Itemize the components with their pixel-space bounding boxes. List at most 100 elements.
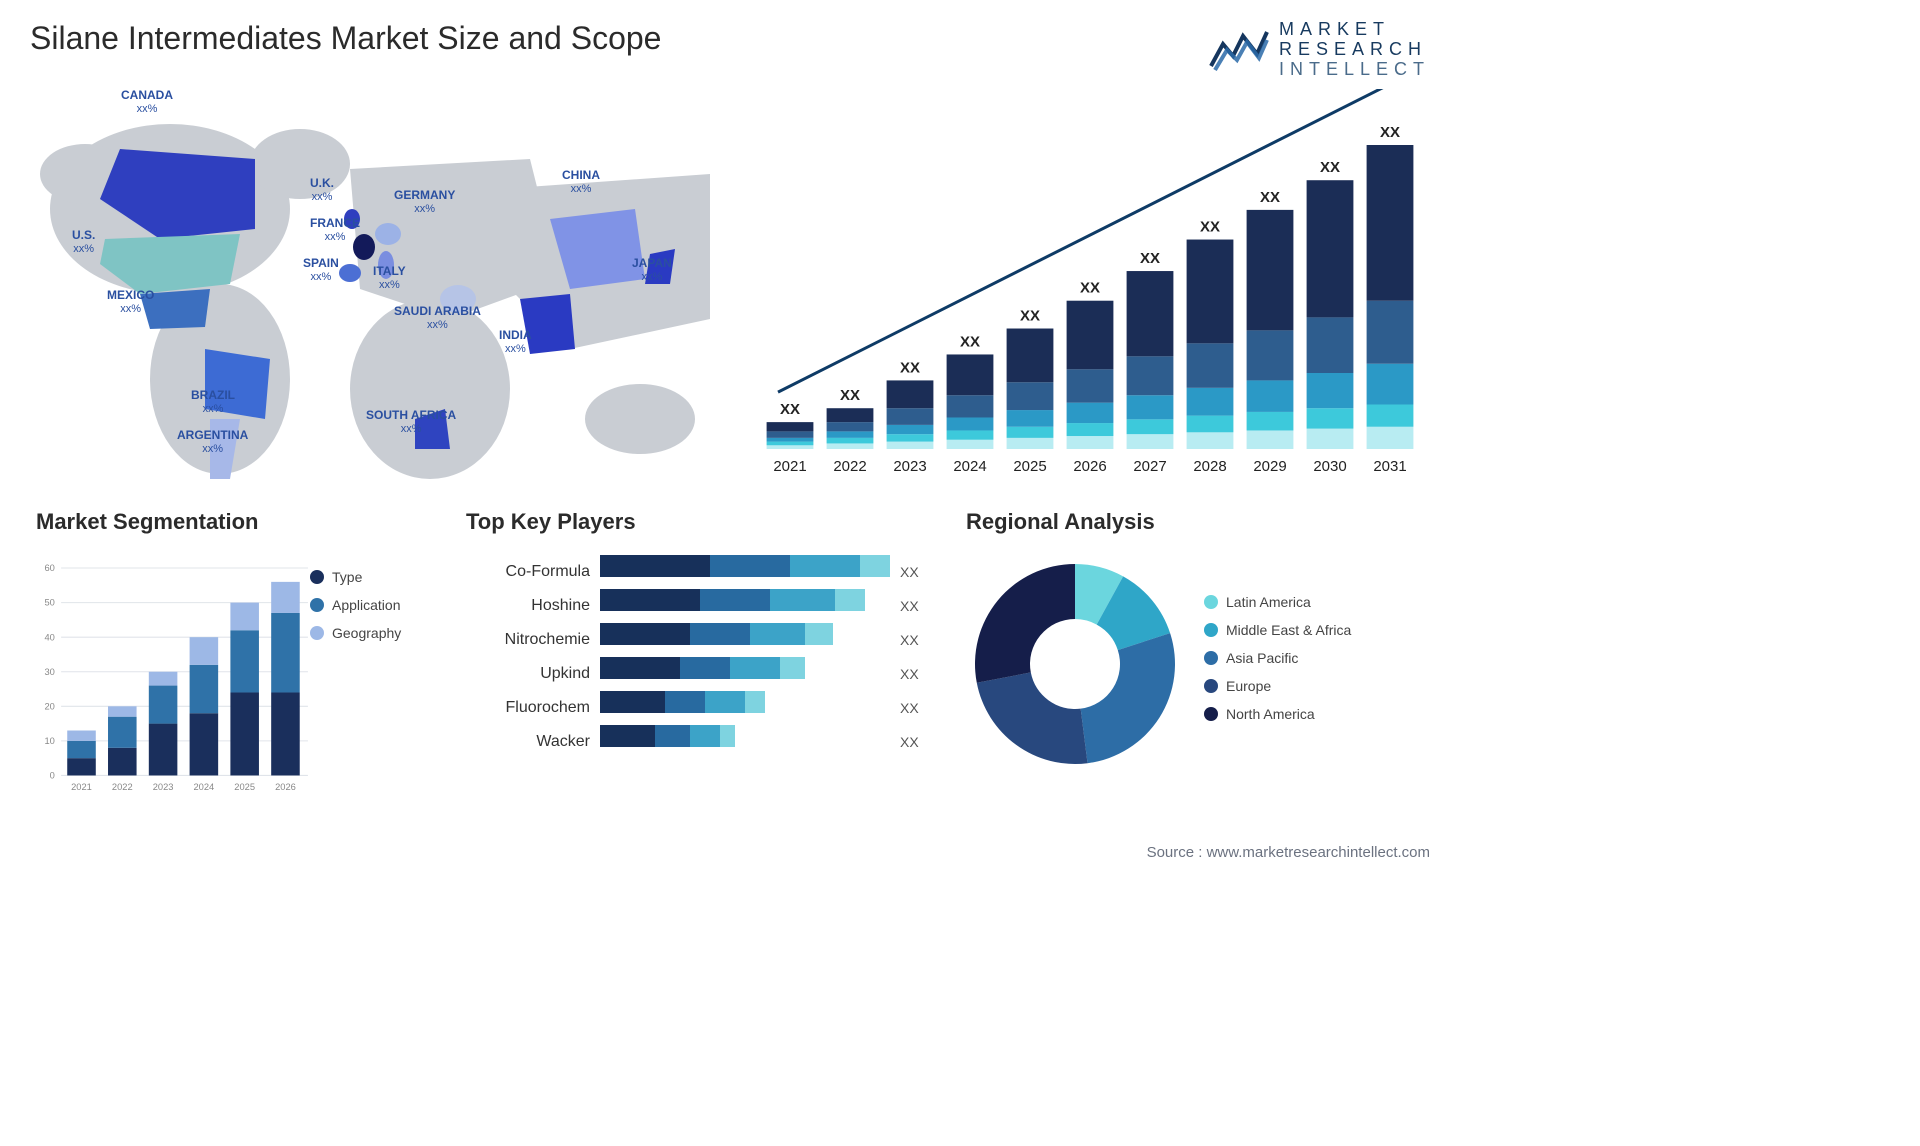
svg-text:XX: XX	[960, 334, 980, 351]
svg-text:60: 60	[44, 564, 54, 574]
legend-item: Asia Pacific	[1204, 650, 1430, 666]
players-title: Top Key Players	[466, 509, 940, 535]
svg-text:20: 20	[44, 702, 54, 712]
segmentation-chart: 0102030405060202120222023202420252026	[30, 549, 310, 809]
player-value: XX	[900, 691, 940, 725]
legend-label: Geography	[332, 625, 401, 641]
svg-text:XX: XX	[1320, 160, 1340, 177]
map-country-label: JAPANxx%	[632, 257, 672, 282]
page-title: Silane Intermediates Market Size and Sco…	[30, 20, 661, 57]
legend-swatch-icon	[1204, 595, 1218, 609]
legend-item: Europe	[1204, 678, 1430, 694]
players-values: XXXXXXXXXXXX	[900, 549, 940, 759]
map-country-label: ITALYxx%	[373, 265, 406, 290]
player-name: Fluorochem	[460, 691, 600, 725]
legend-swatch-icon	[310, 598, 324, 612]
legend-label: Latin America	[1226, 594, 1311, 610]
svg-text:40: 40	[44, 633, 54, 643]
map-country-label: MEXICOxx%	[107, 289, 154, 314]
regional-panel: Regional Analysis Latin America Middle Ea…	[960, 509, 1430, 809]
svg-text:XX: XX	[840, 388, 860, 405]
legend-label: Application	[332, 597, 401, 613]
segmentation-panel: Market Segmentation 01020304050602021202…	[30, 509, 440, 809]
main-growth-chart: XX2021XX2022XX2023XX2024XX2025XX2026XX20…	[750, 89, 1430, 489]
svg-text:XX: XX	[1020, 308, 1040, 325]
regional-title: Regional Analysis	[966, 509, 1430, 535]
legend-swatch-icon	[310, 570, 324, 584]
map-country-label: U.S.xx%	[72, 229, 95, 254]
svg-text:2031: 2031	[1373, 458, 1406, 475]
legend-label: North America	[1226, 706, 1315, 722]
svg-text:XX: XX	[1380, 124, 1400, 141]
legend-label: Middle East & Africa	[1226, 622, 1351, 638]
map-country-label: SAUDI ARABIAxx%	[394, 305, 481, 330]
logo-line3: INTELLECT	[1279, 59, 1430, 79]
segmentation-title: Market Segmentation	[36, 509, 440, 535]
svg-text:2028: 2028	[1193, 458, 1226, 475]
svg-text:0: 0	[50, 771, 55, 781]
svg-text:2024: 2024	[193, 782, 214, 792]
player-value: XX	[900, 657, 940, 691]
svg-text:10: 10	[44, 736, 54, 746]
svg-text:2022: 2022	[112, 782, 133, 792]
legend-item: Application	[310, 597, 440, 613]
legend-item: Type	[310, 569, 440, 585]
legend-item: Latin America	[1204, 594, 1430, 610]
legend-swatch-icon	[1204, 707, 1218, 721]
segmentation-legend: Type Application Geography	[310, 549, 440, 809]
player-value: XX	[900, 725, 940, 759]
player-name: Co-Formula	[460, 555, 600, 589]
svg-text:2030: 2030	[1313, 458, 1346, 475]
svg-text:XX: XX	[900, 360, 920, 377]
map-country-label: SPAINxx%	[303, 257, 339, 282]
svg-text:XX: XX	[1260, 189, 1280, 206]
player-name: Nitrochemie	[460, 623, 600, 657]
svg-text:XX: XX	[1080, 280, 1100, 297]
logo-text: MARKET RESEARCH INTELLECT	[1279, 20, 1430, 79]
logo-line2: RESEARCH	[1279, 39, 1427, 59]
map-country-label: BRAZILxx%	[191, 389, 235, 414]
legend-label: Europe	[1226, 678, 1271, 694]
map-country-label: CANADAxx%	[121, 89, 173, 114]
header: Silane Intermediates Market Size and Sco…	[30, 20, 1430, 79]
player-value: XX	[900, 555, 940, 589]
svg-text:XX: XX	[1200, 219, 1220, 236]
players-bars	[600, 549, 900, 753]
svg-text:2025: 2025	[234, 782, 255, 792]
map-country-label: FRANCExx%	[310, 217, 360, 242]
svg-text:2024: 2024	[953, 458, 986, 475]
legend-item: North America	[1204, 706, 1430, 722]
map-country-label: GERMANYxx%	[394, 189, 455, 214]
svg-text:30: 30	[44, 667, 54, 677]
map-country-label: ARGENTINAxx%	[177, 429, 248, 454]
player-name: Hoshine	[460, 589, 600, 623]
brand-logo: MARKET RESEARCH INTELLECT	[1209, 20, 1430, 79]
key-players-panel: Top Key Players Co-FormulaHoshineNitroch…	[460, 509, 940, 809]
map-country-label: U.K.xx%	[310, 177, 334, 202]
players-labels: Co-FormulaHoshineNitrochemieUpkindFluoro…	[460, 549, 600, 759]
svg-text:XX: XX	[780, 402, 800, 419]
svg-text:2029: 2029	[1253, 458, 1286, 475]
regional-donut	[960, 549, 1190, 779]
legend-item: Middle East & Africa	[1204, 622, 1430, 638]
world-map-panel: CANADAxx% U.S.xx% MEXICOxx% BRAZILxx% ARGENT…	[30, 89, 730, 489]
source-attribution: Source : www.marketresearchintellect.com	[1147, 844, 1430, 861]
logo-line1: MARKET	[1279, 19, 1390, 39]
bottom-row: Market Segmentation 01020304050602021202…	[30, 509, 1430, 809]
svg-text:2026: 2026	[1073, 458, 1106, 475]
legend-label: Type	[332, 569, 362, 585]
svg-text:2025: 2025	[1013, 458, 1046, 475]
legend-label: Asia Pacific	[1226, 650, 1298, 666]
svg-text:2027: 2027	[1133, 458, 1166, 475]
map-country-label: CHINAxx%	[562, 169, 600, 194]
map-country-label: SOUTH AFRICAxx%	[366, 409, 456, 434]
svg-text:2023: 2023	[893, 458, 926, 475]
legend-swatch-icon	[310, 626, 324, 640]
player-name: Wacker	[460, 725, 600, 759]
svg-text:2026: 2026	[275, 782, 296, 792]
player-value: XX	[900, 589, 940, 623]
legend-swatch-icon	[1204, 623, 1218, 637]
regional-legend: Latin America Middle East & Africa Asia Pa…	[1190, 594, 1430, 734]
player-value: XX	[900, 623, 940, 657]
player-name: Upkind	[460, 657, 600, 691]
